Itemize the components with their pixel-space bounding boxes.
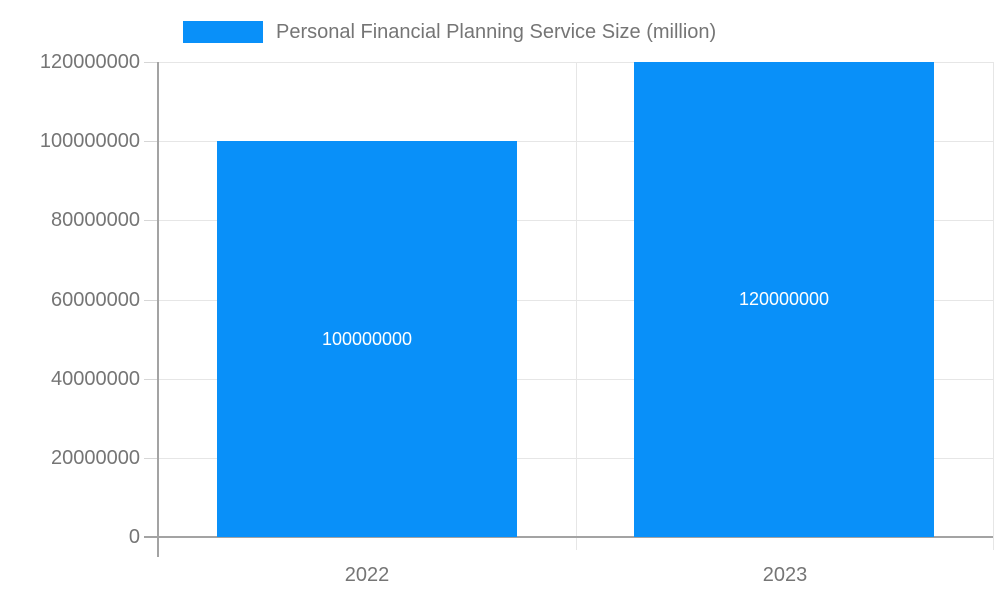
x-gridline [576,62,577,550]
chart-title: Personal Financial Planning Service Size… [276,20,717,43]
y-gridline [158,220,993,221]
chart-legend: Personal Financial Planning Service Size… [183,20,716,44]
y-tick-label: 100000000 [39,130,140,152]
y-tick-label: 120000000 [39,51,140,73]
x-category-label: 2022 [344,564,390,586]
bar-value-label: 120000000 [738,289,830,309]
y-gridline [158,379,993,380]
bar-2022: 100000000 [217,141,517,537]
y-gridline [158,141,993,142]
x-category-label: 2023 [762,564,808,586]
y-tick-mark [144,141,158,142]
y-tick-label: 60000000 [51,289,140,311]
y-tick-label: 20000000 [51,447,140,469]
x-gridline [993,62,994,550]
y-tick-mark [144,62,158,63]
y-tick-mark [144,379,158,380]
bar-2023: 120000000 [634,62,934,537]
bar-value-label: 100000000 [321,328,413,349]
y-gridline [158,458,993,459]
y-tick-mark [144,458,158,459]
y-tick-label: 80000000 [51,209,140,231]
y-axis-line [157,62,159,557]
y-tick-label: 40000000 [51,368,140,390]
y-gridline [158,300,993,301]
y-tick-label: 0 [128,526,140,548]
y-tick-mark [144,220,158,221]
x-axis-line [144,536,993,538]
y-tick-mark [144,300,158,301]
y-gridline [158,62,993,63]
legend-swatch [183,21,263,43]
